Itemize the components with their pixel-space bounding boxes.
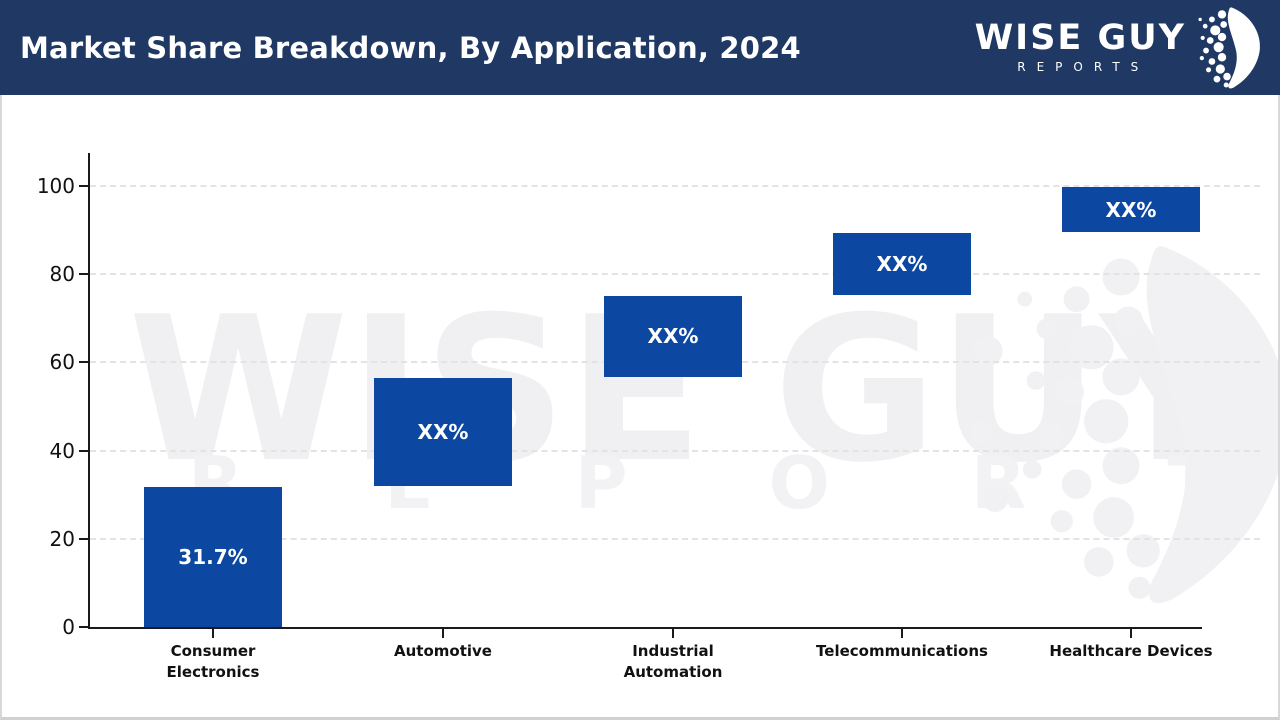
- category-label-consumer-electronics: Consumer Electronics: [98, 641, 328, 683]
- bar-value-label-automotive: XX%: [417, 419, 469, 444]
- bar-value-label-industrial-automation: XX%: [647, 324, 699, 349]
- plot-area: 0 20 40 60 80 100 31.7% Consumer Electronics XX% A…: [2, 95, 1278, 717]
- x-axis-tick-industrial-automation: [672, 629, 674, 638]
- gridline-20: [90, 537, 1260, 540]
- brand-name: WISE GUY: [974, 18, 1186, 58]
- bar-industrial-automation: XX%: [604, 296, 742, 377]
- y-axis-label-80: 80: [49, 262, 75, 287]
- x-axis-tick-healthcare-devices: [1130, 629, 1132, 638]
- y-axis-label-60: 60: [49, 350, 75, 375]
- gridline-40: [90, 449, 1260, 452]
- y-axis-tick-20: [79, 537, 88, 540]
- category-label-line: Consumer: [170, 642, 256, 660]
- bar-automotive: XX%: [374, 377, 512, 486]
- category-label-industrial-automation: Industrial Automation: [558, 641, 788, 683]
- bar-value-label-healthcare-devices: XX%: [1105, 197, 1157, 222]
- y-axis-label-100: 100: [36, 174, 75, 198]
- x-axis-tick-automotive: [442, 629, 444, 638]
- y-axis-label-40: 40: [49, 438, 75, 463]
- bar-value-label-telecommunications: XX%: [876, 252, 928, 277]
- gridline-100: [90, 185, 1260, 187]
- category-label-line: Industrial: [632, 642, 714, 660]
- x-axis-tick-telecommunications: [901, 629, 903, 638]
- category-label-line: Healthcare Devices: [1049, 642, 1213, 660]
- y-axis-tick-0: [79, 626, 88, 628]
- y-axis-label-0: 0: [62, 615, 75, 639]
- y-axis-tick-40: [79, 449, 88, 452]
- y-axis-tick-100: [79, 185, 88, 187]
- brand-logo-text: WISE GUY REPORTS: [974, 18, 1186, 75]
- y-axis-label-20: 20: [49, 526, 75, 551]
- category-label-line: Electronics: [166, 663, 260, 681]
- y-axis-tick-60: [79, 361, 88, 364]
- page-title: Market Share Breakdown, By Application, …: [20, 30, 801, 65]
- x-axis: [88, 627, 1202, 629]
- category-label-line: Automation: [623, 663, 723, 681]
- y-axis: [88, 153, 90, 629]
- bar-value-label-consumer-electronics: 31.7%: [178, 545, 248, 570]
- brand-subtitle: REPORTS: [1017, 60, 1150, 74]
- y-axis-tick-80: [79, 273, 88, 276]
- category-label-line: Telecommunications: [816, 642, 988, 660]
- category-label-automotive: Automotive: [328, 641, 558, 662]
- chart-card: WISE GUY R E P O R T S 02040608010031.7%…: [0, 95, 1280, 720]
- bar-healthcare-devices: XX%: [1062, 186, 1200, 233]
- gridline-80: [90, 273, 1260, 276]
- category-label-telecommunications: Telecommunications: [787, 641, 1017, 662]
- watermark-face-icon: [969, 246, 1278, 604]
- brand-logo: WISE GUY REPORTS: [975, 5, 1264, 91]
- category-label-healthcare-devices: Healthcare Devices: [1016, 641, 1246, 662]
- bar-consumer-electronics: 31.7%: [144, 487, 282, 627]
- header: Market Share Breakdown, By Application, …: [0, 0, 1280, 95]
- x-axis-tick-consumer-electronics: [212, 629, 214, 638]
- bar-telecommunications: XX%: [833, 233, 971, 296]
- wiseguy-face-icon: [1198, 6, 1260, 88]
- category-label-line: Automotive: [394, 642, 492, 660]
